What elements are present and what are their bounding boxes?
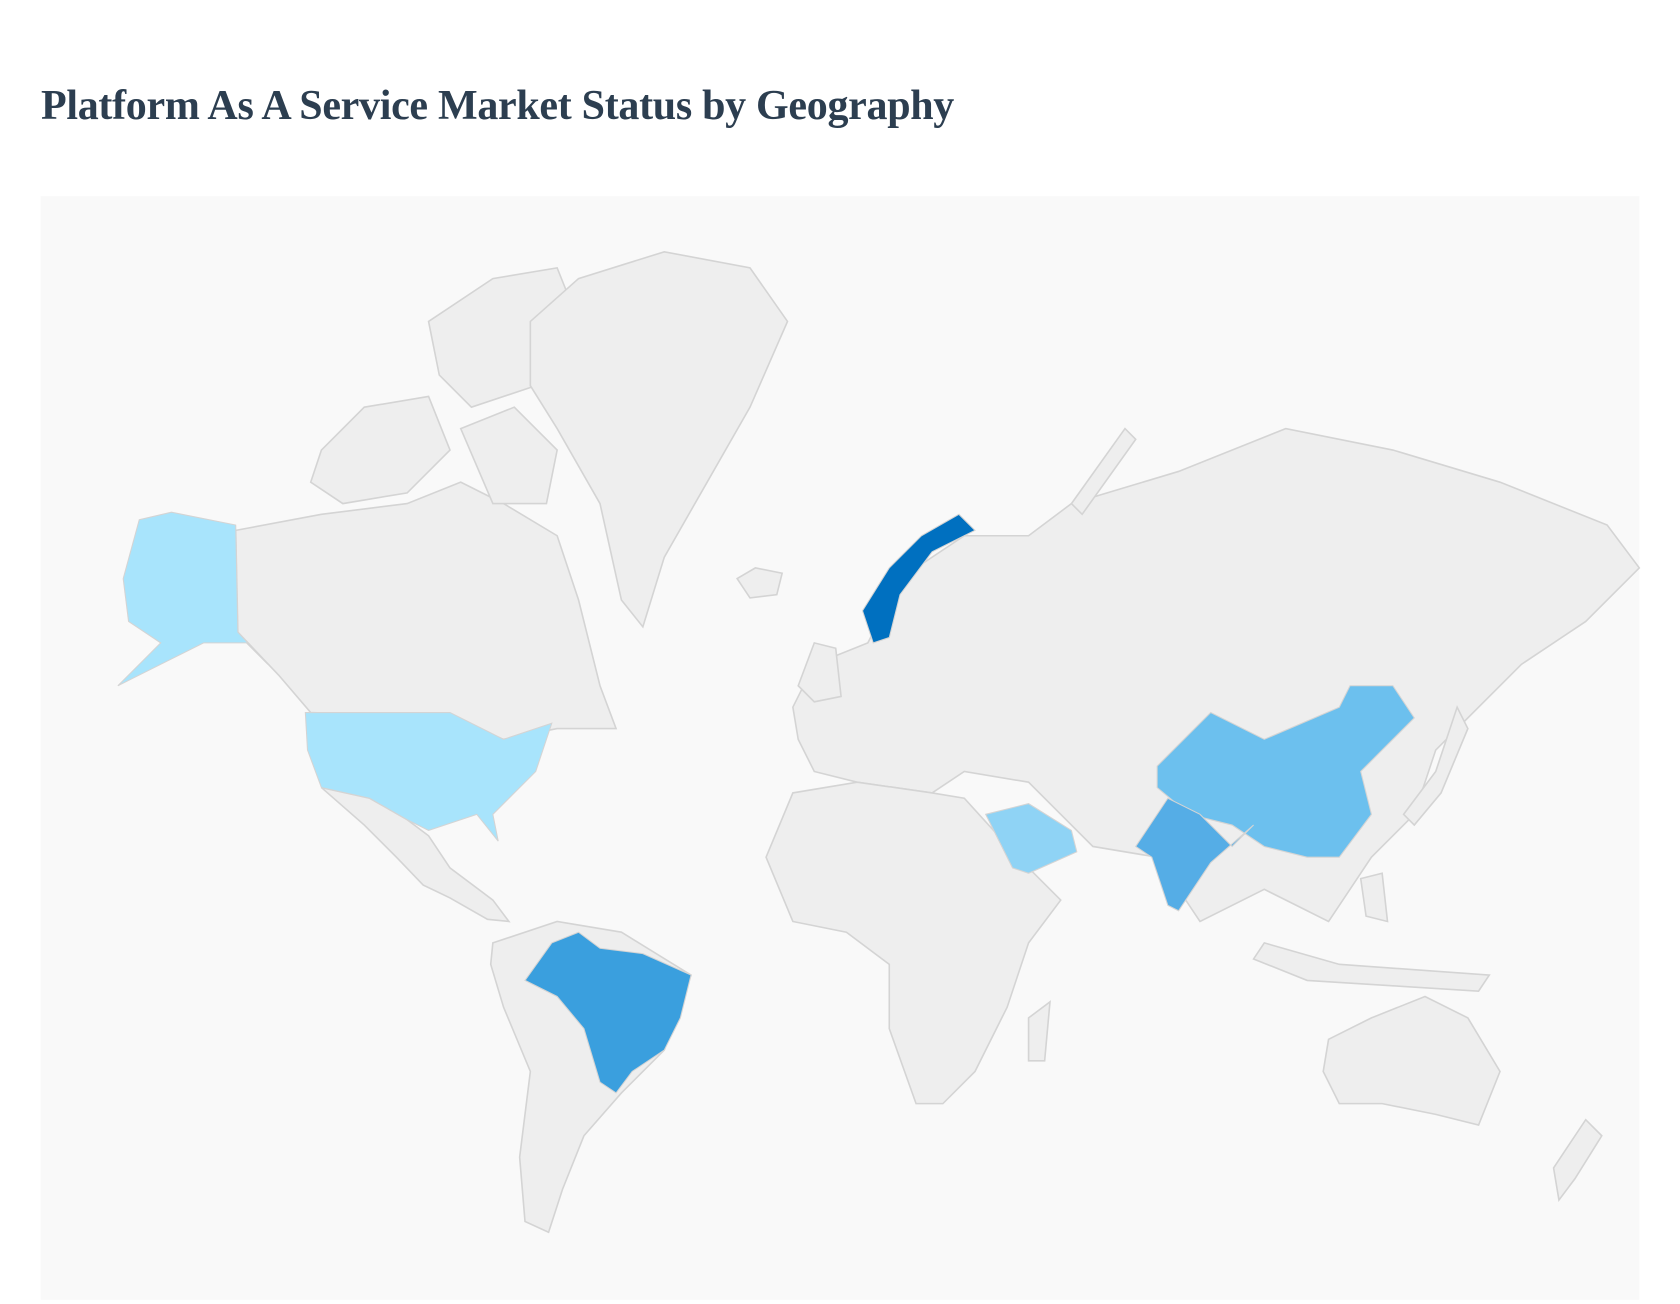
country-australia[interactable] bbox=[1322, 995, 1501, 1127]
country-arctic-islands-3[interactable] bbox=[459, 406, 559, 505]
country-japan[interactable] bbox=[1402, 705, 1469, 827]
country-uk[interactable] bbox=[797, 641, 842, 703]
page-title: Platform As A Service Market Status by G… bbox=[41, 83, 955, 129]
country-saudi-arabia[interactable] bbox=[984, 803, 1078, 874]
country-arctic-islands-1[interactable] bbox=[309, 395, 451, 505]
country-brazil[interactable] bbox=[524, 931, 692, 1094]
country-philippines[interactable] bbox=[1359, 872, 1389, 923]
country-india[interactable] bbox=[1134, 797, 1254, 912]
country-norway[interactable] bbox=[861, 513, 976, 644]
country-africa[interactable] bbox=[765, 781, 1062, 1105]
country-canada[interactable] bbox=[234, 481, 618, 741]
country-united-states[interactable] bbox=[304, 712, 553, 842]
country-indonesia[interactable] bbox=[1252, 941, 1491, 992]
country-russia-islands[interactable] bbox=[1070, 427, 1137, 516]
country-united-states[interactable] bbox=[117, 511, 269, 687]
country-iceland[interactable] bbox=[736, 567, 784, 599]
country-madagascar[interactable] bbox=[1027, 1000, 1051, 1062]
country-china[interactable] bbox=[1156, 685, 1415, 858]
country-new-zealand[interactable] bbox=[1552, 1118, 1603, 1203]
country-greenland[interactable] bbox=[529, 250, 789, 629]
